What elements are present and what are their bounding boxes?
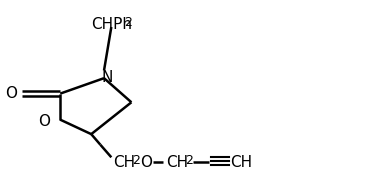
Text: CHPh: CHPh [91,17,132,32]
Text: CH: CH [113,155,135,170]
Text: 2: 2 [185,154,193,168]
Text: CH: CH [166,155,188,170]
Text: N: N [101,70,113,85]
Text: O: O [38,114,50,129]
Text: O: O [5,86,17,101]
Text: O: O [140,155,152,170]
Text: CH: CH [230,155,252,170]
Text: 2: 2 [132,154,140,168]
Text: 2: 2 [124,16,132,29]
